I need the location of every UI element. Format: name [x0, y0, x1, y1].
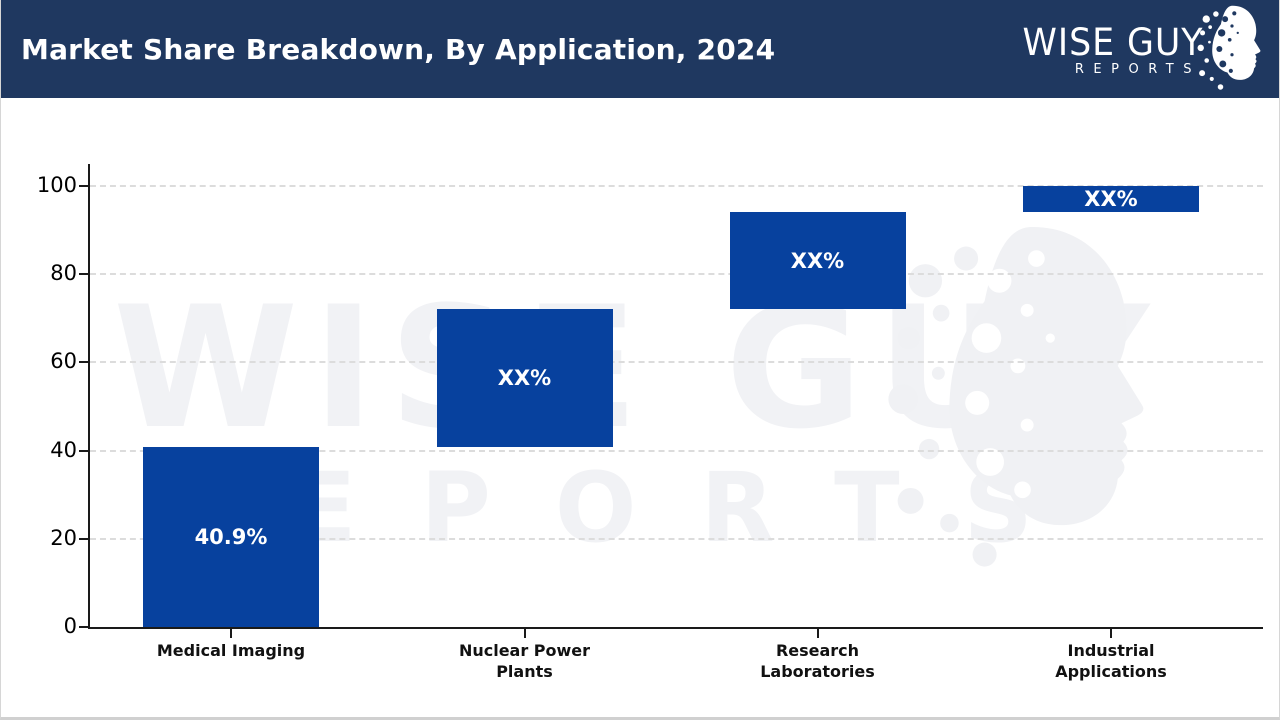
y-axis — [88, 163, 90, 629]
x-category-label: Industrial Applications — [1055, 641, 1167, 681]
watermark-face-icon — [888, 227, 1144, 567]
gridline-100 — [90, 185, 1263, 187]
gridline-20 — [90, 537, 1263, 540]
y-tick-40 — [79, 449, 88, 452]
x-category-label: Nuclear Power Plants — [458, 641, 591, 681]
y-tick-label: 60 — [50, 349, 77, 374]
x-tick-2 — [523, 629, 526, 638]
bar-nuclear-power-plants: XX% — [436, 309, 613, 447]
watermark-line1: WISE GUY — [113, 270, 1164, 466]
gridline-60 — [90, 361, 1263, 364]
x-tick-3 — [816, 629, 819, 638]
y-tick-label: 0 — [63, 614, 77, 638]
y-tick-label: 20 — [50, 525, 77, 550]
wise-guy-reports-logo: WISE GUY REPORTS — [1011, 3, 1275, 95]
header: Market Share Breakdown, By Application, … — [1, 0, 1279, 98]
bar-medical-imaging: 40.9% — [143, 446, 319, 627]
logo-text: WISE GUY REPORTS — [1011, 21, 1203, 77]
x-tick-4 — [1110, 629, 1112, 638]
logo-subtext: REPORTS — [1074, 62, 1201, 77]
y-tick-label: 80 — [50, 261, 77, 286]
chart-area: WISE GUY REPORTS 0 20 40 60 80 100 40.9% XX% X — [1, 98, 1279, 717]
y-tick-0 — [79, 626, 88, 628]
y-tick-60 — [79, 361, 88, 364]
y-tick-20 — [79, 537, 88, 540]
y-tick-label: 100 — [36, 173, 77, 197]
bar-research-laboratories: XX% — [729, 212, 906, 310]
x-category-label: Research Laboratories — [760, 641, 875, 681]
bar-value-label: XX% — [790, 248, 845, 273]
y-tick-80 — [79, 273, 88, 276]
bar-value-label: 40.9% — [194, 524, 268, 549]
bar-industrial-applications: XX% — [1023, 186, 1199, 213]
x-axis — [88, 627, 1263, 629]
y-tick-100 — [79, 185, 88, 187]
gridline-40 — [90, 449, 1263, 452]
bar-value-label: XX% — [1084, 187, 1138, 212]
x-tick-1 — [230, 629, 232, 638]
x-category-label: Medical Imaging — [156, 641, 306, 660]
page-title: Market Share Breakdown, By Application, … — [21, 32, 776, 66]
bar-value-label: XX% — [497, 366, 552, 391]
y-tick-label: 40 — [50, 437, 77, 462]
logo-wordmark: WISE GUY — [1022, 21, 1203, 64]
logo-face-icon — [1197, 5, 1261, 90]
gridline-80 — [90, 273, 1263, 276]
